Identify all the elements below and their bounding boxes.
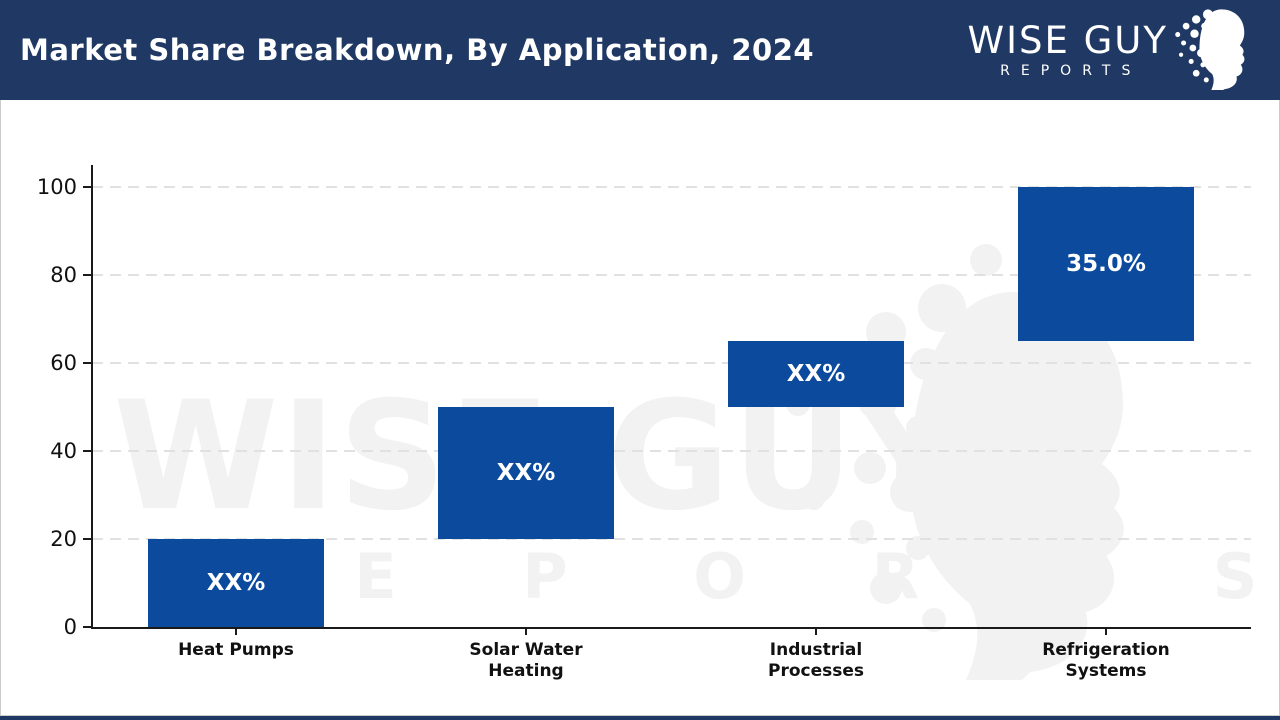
y-gridline [92,186,1251,188]
x-axis-category-label: Heat Pumps [178,640,294,660]
y-axis-tick-label: 100 [36,175,77,199]
y-axis-tick [83,538,91,540]
bar-solar-water-heating: XX% [438,407,614,539]
bar-value-label: XX% [206,570,266,596]
x-axis-tick [235,629,237,635]
bar-value-label: XX% [786,361,846,387]
brand-logo-text: WISE GUY REPORTS [968,22,1168,79]
x-axis-category-label: Solar Water Heating [469,640,583,682]
x-axis-line [91,627,1251,629]
bar-value-label: XX% [496,460,556,486]
chart-canvas: WISE GUY R E P O R T S 0 20 40 60 80 100 XX% He… [0,100,1280,716]
y-axis-tick [83,626,91,628]
bar-heat-pumps: XX% [148,539,324,627]
y-gridline [92,274,1251,276]
x-axis-category-label: Refrigeration Systems [1042,640,1170,682]
y-axis-tick [83,450,91,452]
y-axis-tick-label: 20 [50,527,77,551]
dotted-head-logo-icon [1170,6,1256,94]
y-axis-tick [83,274,91,276]
x-axis-tick [815,629,817,635]
y-axis-tick-label: 80 [50,263,77,287]
y-axis-line [91,165,93,629]
bar-industrial-processes: XX% [728,341,904,407]
bar-value-label: 35.0% [1066,251,1146,277]
y-gridline [92,362,1251,364]
header-bar: Market Share Breakdown, By Application, … [0,0,1280,100]
y-gridline [92,450,1251,452]
brand-logo: WISE GUY REPORTS [968,6,1256,94]
brand-name: WISE GUY [967,18,1168,62]
page-title: Market Share Breakdown, By Application, … [20,33,815,67]
x-axis-tick [525,629,527,635]
brand-subname: REPORTS [1000,62,1142,79]
y-axis-tick [83,362,91,364]
y-gridline [92,538,1251,540]
x-axis-category-label: Industrial Processes [767,640,864,682]
y-axis-tick-label: 60 [50,351,77,375]
footer-bar [0,716,1280,720]
y-axis-tick-label: 0 [63,615,77,639]
footer-divider [0,715,1280,716]
x-axis-tick [1105,629,1107,635]
y-axis-tick [83,186,91,188]
y-axis-tick-label: 40 [50,439,77,463]
bar-refrigeration-systems: 35.0% [1018,187,1194,341]
